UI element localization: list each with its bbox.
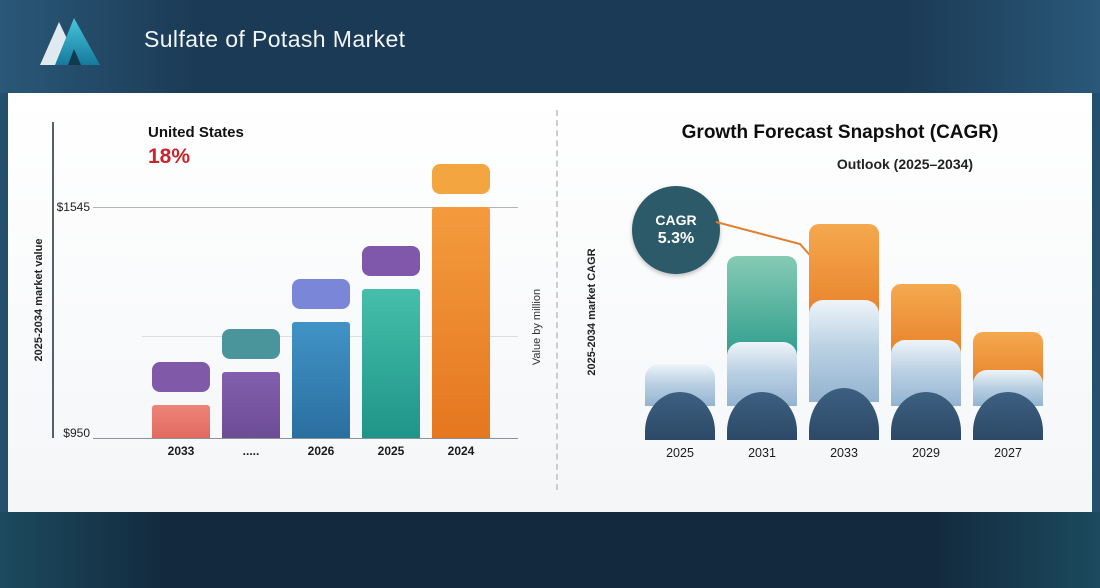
x-label: 2024 (447, 444, 475, 458)
bar-mid-segment (809, 300, 879, 402)
bar-top-segment (727, 256, 797, 356)
cagr-badge-label: CAGR (655, 212, 697, 228)
x-label: 2033 (830, 446, 858, 460)
cagr-chart-labels: 2025 2031 2033 2029 2027 (645, 446, 1043, 460)
bar-cap (362, 246, 420, 276)
bar (432, 207, 490, 438)
cagr-badge: CAGR 5.3% (632, 186, 720, 274)
us-chart-labels: 2033..... 2026 2025 2024 (152, 444, 490, 458)
x-label: 2026 (307, 444, 335, 458)
bar-cap (152, 362, 210, 392)
left-y-axis-label: 2025-2034 market value (33, 238, 45, 362)
stacked-bar (809, 224, 879, 440)
x-label: 2033 (167, 444, 195, 458)
bar-cap (222, 329, 280, 359)
x-label: 2025 (666, 446, 694, 460)
bar-group (222, 329, 280, 438)
gridline-top (93, 207, 518, 208)
cagr-chart-bars (645, 198, 1043, 440)
header: Sulfate of Potash Market (0, 0, 1100, 93)
bar (362, 289, 420, 438)
cagr-y-axis-label: 2025-2034 market CAGR (586, 248, 598, 376)
bar (152, 405, 210, 438)
bar (292, 322, 350, 438)
cagr-badge-value: 5.3% (657, 230, 695, 247)
bar (222, 372, 280, 438)
bar-cap (432, 164, 490, 194)
footer: @ All Market Analysis Snapshot GlobalSul… (0, 512, 1100, 588)
stacked-bar (727, 256, 797, 440)
stacked-bar (645, 364, 715, 440)
growth-percentage: 18% (148, 145, 191, 168)
bar-group (152, 362, 210, 438)
x-label: 2025 (377, 444, 405, 458)
stacked-bar (973, 332, 1043, 440)
page-title: Sulfate of Potash Market (144, 26, 406, 52)
panel-separator (556, 110, 558, 490)
x-label: 2031 (748, 446, 776, 460)
x-label: 2027 (994, 446, 1022, 460)
region-label: United States (148, 124, 244, 141)
y-tick-1545: $1545 (56, 200, 90, 214)
us-chart-bars (152, 160, 490, 438)
bar-group (432, 164, 490, 438)
x-axis-line (93, 438, 518, 439)
y-axis-line (52, 122, 54, 438)
x-label: ..... (242, 444, 260, 458)
stacked-bar (891, 284, 961, 440)
value-axis-label: Value by million (531, 288, 543, 366)
bar-top-segment (809, 224, 879, 314)
bar-group (292, 279, 350, 438)
forecast-title: Growth Forecast Snapshot (CAGR) (681, 122, 999, 143)
bar-group (362, 246, 420, 438)
ama-logo-icon (40, 18, 100, 65)
y-tick-950: $950 (63, 426, 90, 440)
x-label: 2029 (912, 446, 940, 460)
bar-cap (292, 279, 350, 309)
forecast-subtitle: Outlook (2025–2034) (836, 156, 974, 172)
